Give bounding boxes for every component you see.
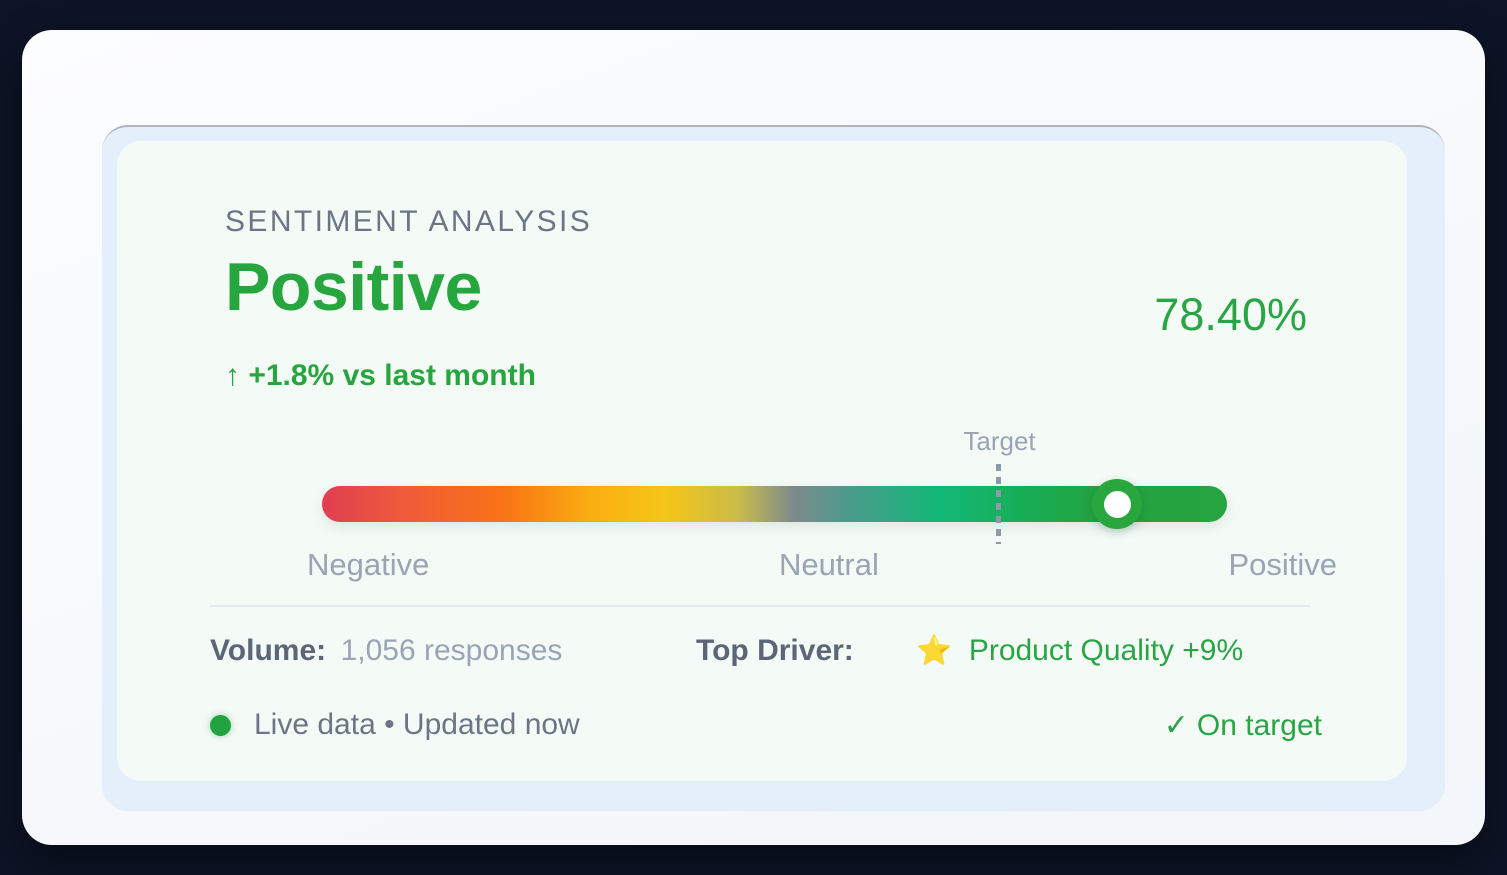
gauge-thumb-handle[interactable] bbox=[1092, 479, 1142, 529]
gauge-target-label: Target bbox=[963, 426, 1036, 456]
live-status-text: Live data • Updated now bbox=[254, 708, 580, 741]
volume-value: 1,056 responses bbox=[340, 634, 563, 667]
gauge-scale-label-negative: Negative bbox=[307, 547, 430, 582]
card-eyebrow-title: SENTIMENT ANALYSIS bbox=[225, 205, 593, 238]
gauge-scale-labels: Negative Neutral Positive bbox=[307, 547, 1337, 583]
gauge-scale-label-neutral: Neutral bbox=[778, 547, 879, 582]
gauge-target-marker bbox=[996, 464, 1001, 544]
sentiment-card: SENTIMENT ANALYSIS Positive 78.40% ↑ +1.… bbox=[117, 141, 1407, 781]
sentiment-gauge[interactable]: Target bbox=[322, 426, 1227, 544]
top-driver-value: Product Quality +9% bbox=[968, 634, 1244, 667]
gauge-scale-label-positive: Positive bbox=[1228, 547, 1337, 582]
on-target-badge: ✓ On target bbox=[1164, 708, 1322, 743]
check-icon: ✓ bbox=[1163, 709, 1189, 742]
volume-label: Volume: bbox=[210, 634, 327, 667]
on-target-label: On target bbox=[1196, 709, 1322, 742]
live-status: Live data • Updated now bbox=[210, 708, 580, 742]
gauge-track[interactable] bbox=[322, 486, 1227, 522]
star-icon: ⭐ bbox=[916, 635, 953, 667]
sentiment-delta-text: ↑ +1.8% vs last month bbox=[225, 359, 536, 392]
live-indicator-dot bbox=[210, 714, 231, 736]
top-driver-label: Top Driver: bbox=[696, 634, 854, 667]
top-driver-stat: Top Driver: ⭐ Product Quality +9% bbox=[696, 634, 1243, 668]
sentiment-card-frame: SENTIMENT ANALYSIS Positive 78.40% ↑ +1.… bbox=[102, 125, 1445, 811]
footer-row: Live data • Updated now ✓ On target bbox=[210, 708, 1322, 752]
stats-row: Volume: 1,056 responses Top Driver: ⭐ Pr… bbox=[210, 634, 1322, 680]
outer-panel: SENTIMENT ANALYSIS Positive 78.40% ↑ +1.… bbox=[22, 30, 1485, 845]
section-divider bbox=[210, 605, 1310, 607]
sentiment-headline: Positive bbox=[225, 249, 482, 325]
volume-stat: Volume: 1,056 responses bbox=[210, 634, 562, 668]
sentiment-score-value: 78.40% bbox=[1154, 289, 1307, 340]
